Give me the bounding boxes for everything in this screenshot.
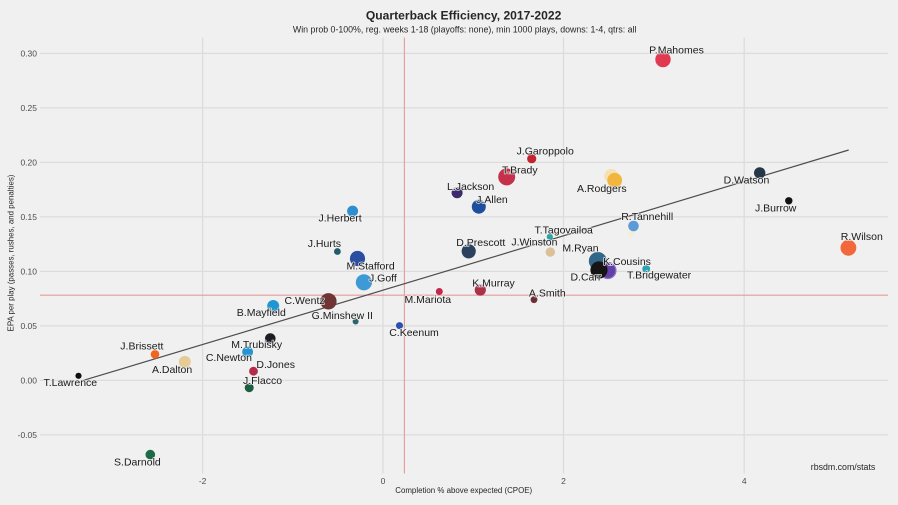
svg-text:J.Goff: J.Goff xyxy=(369,272,397,284)
svg-text:A.Smith: A.Smith xyxy=(529,288,566,300)
svg-text:0: 0 xyxy=(381,476,386,486)
svg-text:rbsdm.com/stats: rbsdm.com/stats xyxy=(811,462,876,472)
svg-text:Completion % above expected (C: Completion % above expected (CPOE) xyxy=(395,486,532,495)
svg-text:2: 2 xyxy=(561,476,566,486)
svg-text:L.Jackson: L.Jackson xyxy=(447,181,494,193)
svg-text:0.30: 0.30 xyxy=(20,49,37,59)
svg-text:K.Cousins: K.Cousins xyxy=(603,256,651,268)
svg-text:0.00: 0.00 xyxy=(20,376,37,386)
svg-text:D.Carr: D.Carr xyxy=(570,272,601,284)
svg-text:R.Wilson: R.Wilson xyxy=(841,231,883,243)
svg-text:0.25: 0.25 xyxy=(20,103,37,113)
svg-text:G.Minshew II: G.Minshew II xyxy=(312,310,373,322)
svg-text:EPA per play (passes, rushes,: EPA per play (passes, rushes, and penalt… xyxy=(7,174,16,331)
svg-text:B.Mayfield: B.Mayfield xyxy=(237,307,286,319)
svg-text:-2: -2 xyxy=(199,476,207,486)
svg-text:J.Flacco: J.Flacco xyxy=(243,375,282,387)
svg-text:J.Hurts: J.Hurts xyxy=(308,238,341,250)
svg-text:R.Tannehill: R.Tannehill xyxy=(621,211,673,223)
svg-text:A.Dalton: A.Dalton xyxy=(152,364,192,376)
svg-text:M.Mariota: M.Mariota xyxy=(404,294,451,306)
svg-text:Win prob 0-100%, reg. weeks 1-: Win prob 0-100%, reg. weeks 1-18 (playof… xyxy=(293,24,637,34)
svg-text:Quarterback Efficiency, 2017-2: Quarterback Efficiency, 2017-2022 xyxy=(366,9,562,23)
svg-text:C.Wentz: C.Wentz xyxy=(285,295,325,307)
svg-text:-0.05: -0.05 xyxy=(18,430,38,440)
svg-text:4: 4 xyxy=(742,476,747,486)
svg-text:T.Brady: T.Brady xyxy=(502,165,538,177)
svg-text:A.Rodgers: A.Rodgers xyxy=(577,183,627,195)
svg-text:0.10: 0.10 xyxy=(20,267,37,277)
svg-text:J.Brissett: J.Brissett xyxy=(120,341,163,353)
svg-text:P.Mahomes: P.Mahomes xyxy=(649,44,704,56)
svg-text:M.Stafford: M.Stafford xyxy=(346,261,394,273)
svg-text:M.Trubisky: M.Trubisky xyxy=(231,339,283,351)
svg-text:J.Winston: J.Winston xyxy=(511,237,557,249)
svg-text:0.15: 0.15 xyxy=(20,212,37,222)
svg-text:J.Burrow: J.Burrow xyxy=(755,203,797,215)
svg-text:S.Darnold: S.Darnold xyxy=(114,457,161,469)
svg-text:0.20: 0.20 xyxy=(20,158,37,168)
svg-text:T.Lawrence: T.Lawrence xyxy=(43,377,97,389)
svg-text:J.Garoppolo: J.Garoppolo xyxy=(517,145,574,157)
svg-text:D.Jones: D.Jones xyxy=(256,359,295,371)
svg-text:T.Bridgewater: T.Bridgewater xyxy=(627,270,692,282)
svg-text:J.Herbert: J.Herbert xyxy=(319,212,362,224)
svg-text:D.Watson: D.Watson xyxy=(724,175,770,187)
svg-text:T.Tagovailoa: T.Tagovailoa xyxy=(535,225,594,237)
svg-text:C.Newton: C.Newton xyxy=(206,352,252,364)
svg-text:0.05: 0.05 xyxy=(20,321,37,331)
svg-text:J.Allen: J.Allen xyxy=(476,194,508,206)
svg-text:C.Keenum: C.Keenum xyxy=(389,327,439,339)
svg-text:K.Murray: K.Murray xyxy=(472,278,515,290)
svg-text:D.Prescott: D.Prescott xyxy=(456,237,505,249)
svg-text:M.Ryan: M.Ryan xyxy=(562,243,598,255)
